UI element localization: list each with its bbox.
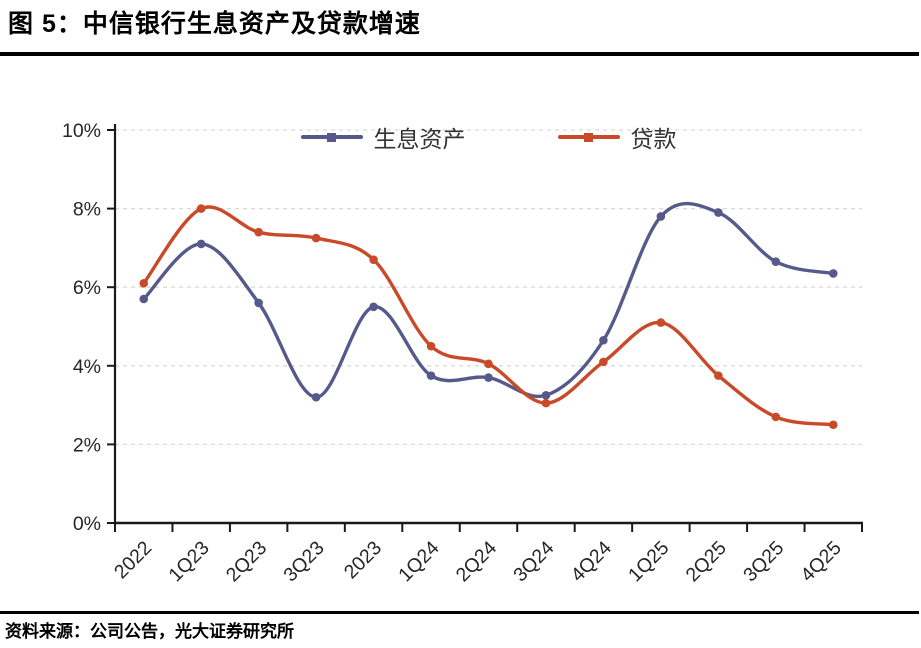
data-point[interactable]: [139, 278, 149, 288]
data-point[interactable]: [484, 373, 493, 382]
data-point[interactable]: [369, 255, 378, 264]
x-tick-label: 3Q23: [279, 537, 328, 586]
y-tick-label: 0%: [73, 513, 101, 535]
x-tick-label: 2022: [110, 537, 156, 583]
data-point[interactable]: [771, 257, 781, 266]
data-point[interactable]: [599, 357, 608, 367]
x-tick-label: 2023: [340, 537, 386, 583]
legend-label: 生息资产: [373, 126, 466, 152]
data-point[interactable]: [714, 371, 723, 380]
data-point[interactable]: [196, 239, 206, 249]
data-point[interactable]: [541, 398, 551, 408]
x-tick-label: 3Q25: [739, 537, 788, 586]
y-tick-label: 10%: [62, 120, 101, 142]
data-point[interactable]: [369, 302, 378, 312]
data-point[interactable]: [828, 420, 838, 430]
line-marker-swatch-icon: [557, 132, 620, 143]
data-point[interactable]: [196, 204, 206, 213]
data-point[interactable]: [311, 392, 321, 402]
data-point[interactable]: [656, 318, 666, 327]
data-point[interactable]: [828, 269, 838, 278]
data-point[interactable]: [599, 335, 608, 345]
source-divider: [0, 611, 919, 614]
data-point[interactable]: [139, 294, 149, 304]
legend-label: 贷款: [630, 126, 677, 152]
data-point[interactable]: [254, 298, 263, 308]
series-line-0: [142, 201, 835, 399]
x-tick-label: 1Q23: [164, 537, 213, 586]
x-tick-label: 2Q25: [682, 537, 731, 586]
data-point[interactable]: [311, 233, 321, 243]
line-chart: 0%2%4%6%8%10%2022 1Q23 2Q23 3Q23 2023 1Q24 2Q2…: [62, 120, 863, 586]
series-line-1: [142, 205, 835, 427]
x-tick-label: 1Q24: [394, 537, 443, 586]
x-tick-label: 1Q25: [624, 537, 673, 586]
legend-item-loans[interactable]: 贷款: [557, 120, 677, 154]
data-point[interactable]: [484, 359, 493, 369]
x-tick-label: 2Q24: [452, 537, 501, 586]
data-point[interactable]: [541, 390, 551, 400]
data-point[interactable]: [714, 208, 723, 217]
chart-legend: 生息资产 贷款: [115, 122, 862, 152]
source-note: 资料来源：公司公告，光大证券研究所: [5, 622, 294, 641]
line-marker-swatch-icon: [300, 132, 363, 143]
data-point[interactable]: [426, 371, 436, 380]
x-tick-label: 4Q24: [567, 537, 616, 586]
title-divider: [0, 52, 919, 56]
y-tick-label: 6%: [73, 277, 101, 299]
y-tick-label: 2%: [73, 434, 101, 456]
y-tick-label: 8%: [73, 199, 101, 221]
x-tick-label: 2Q23: [222, 537, 271, 586]
x-tick-label: 3Q24: [509, 537, 558, 586]
chart-title: 图 5：中信银行生息资产及贷款增速: [8, 10, 421, 38]
legend-item-interest-earning-assets[interactable]: 生息资产: [300, 120, 466, 154]
data-point[interactable]: [426, 341, 436, 351]
data-point[interactable]: [656, 212, 666, 221]
data-point[interactable]: [771, 412, 781, 422]
x-tick-label: 4Q25: [797, 537, 846, 586]
y-tick-label: 4%: [73, 356, 101, 378]
data-point[interactable]: [254, 227, 263, 237]
